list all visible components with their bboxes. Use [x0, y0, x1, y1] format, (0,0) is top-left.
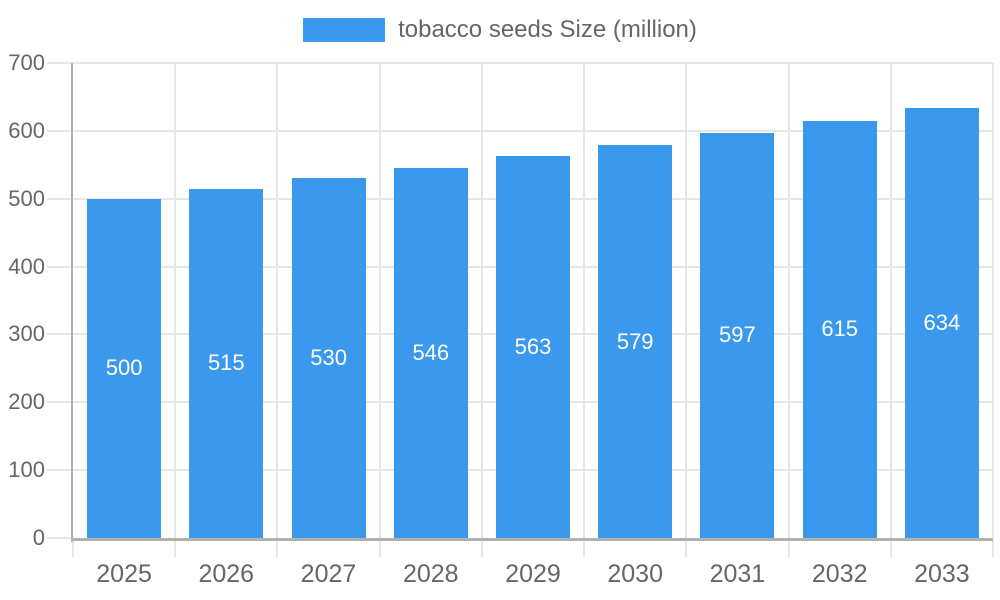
x-tick-label: 2027	[300, 560, 357, 588]
y-axis-tick	[47, 333, 73, 335]
x-gridline	[174, 63, 176, 538]
y-axis-tick	[47, 62, 73, 64]
x-axis-tick	[788, 540, 790, 557]
bar-value-label: 579	[616, 328, 654, 354]
x-axis-tick	[992, 540, 994, 557]
bar-value-label: 530	[310, 345, 347, 371]
y-tick-label: 500	[8, 186, 45, 211]
y-axis-tick	[47, 266, 73, 268]
x-gridline	[276, 63, 278, 538]
x-gridline	[685, 63, 687, 538]
bar-2029[interactable]	[496, 156, 570, 538]
x-gridline	[890, 63, 892, 538]
x-axis-line	[71, 538, 993, 541]
bar-value-label: 515	[207, 350, 245, 376]
x-gridline	[992, 63, 994, 538]
y-tick-label: 0	[32, 525, 45, 550]
x-tick-label: 2031	[709, 560, 766, 588]
bar-2032[interactable]	[802, 120, 877, 538]
x-tick-label: 2029	[505, 560, 561, 588]
x-tick-label: 2025	[96, 560, 152, 588]
bar-value-label: 597	[719, 322, 756, 348]
x-tick-label: 2032	[811, 560, 868, 588]
y-tick-label: 400	[8, 254, 45, 279]
bar-2033[interactable]	[904, 107, 979, 538]
x-axis-tick	[890, 540, 892, 557]
y-axis-line	[71, 63, 73, 542]
legend-color-swatch	[303, 18, 386, 42]
x-axis-tick	[481, 540, 483, 557]
legend-item[interactable]: tobacco seeds Size (million)	[303, 16, 697, 44]
y-axis-tick	[47, 537, 73, 539]
y-axis-tick	[47, 401, 73, 403]
x-axis-tick	[685, 540, 687, 557]
legend-label: tobacco seeds Size (million)	[398, 16, 697, 43]
y-axis-tick	[47, 198, 73, 200]
bar-value-label: 615	[821, 316, 859, 342]
bar-2028[interactable]	[393, 167, 468, 538]
y-gridline	[73, 62, 993, 64]
y-tick-label: 100	[8, 457, 45, 482]
x-axis-tick	[583, 540, 585, 557]
bar-value-label: 563	[514, 334, 552, 359]
bar-value-label: 500	[105, 355, 143, 381]
y-tick-label: 600	[8, 118, 45, 143]
x-tick-label: 2030	[607, 560, 663, 588]
x-axis-tick	[174, 540, 176, 557]
x-axis-tick	[276, 540, 278, 557]
y-tick-label: 200	[8, 389, 45, 414]
y-axis-tick	[47, 130, 73, 132]
x-gridline	[788, 63, 790, 538]
x-gridline	[481, 63, 483, 538]
x-tick-label: 2026	[198, 560, 255, 588]
bar-value-label: 634	[923, 309, 961, 335]
bar-2027[interactable]	[291, 178, 366, 538]
y-gridline	[73, 130, 993, 132]
y-axis-tick	[47, 469, 73, 471]
x-gridline	[583, 63, 585, 538]
bar-2025[interactable]	[87, 198, 162, 538]
bar-2031[interactable]	[700, 132, 775, 538]
x-axis-tick	[72, 540, 74, 557]
x-gridline	[379, 63, 381, 538]
x-axis-tick	[379, 540, 381, 557]
bar-2026[interactable]	[189, 188, 264, 538]
bar-value-label: 546	[412, 339, 450, 365]
x-tick-label: 2033	[914, 560, 970, 588]
bar-2030[interactable]	[598, 145, 673, 538]
y-tick-label: 300	[8, 321, 45, 346]
x-tick-label: 2028	[402, 560, 459, 588]
chart-legend: tobacco seeds Size (million)	[0, 16, 1000, 44]
y-tick-label: 700	[8, 50, 45, 75]
